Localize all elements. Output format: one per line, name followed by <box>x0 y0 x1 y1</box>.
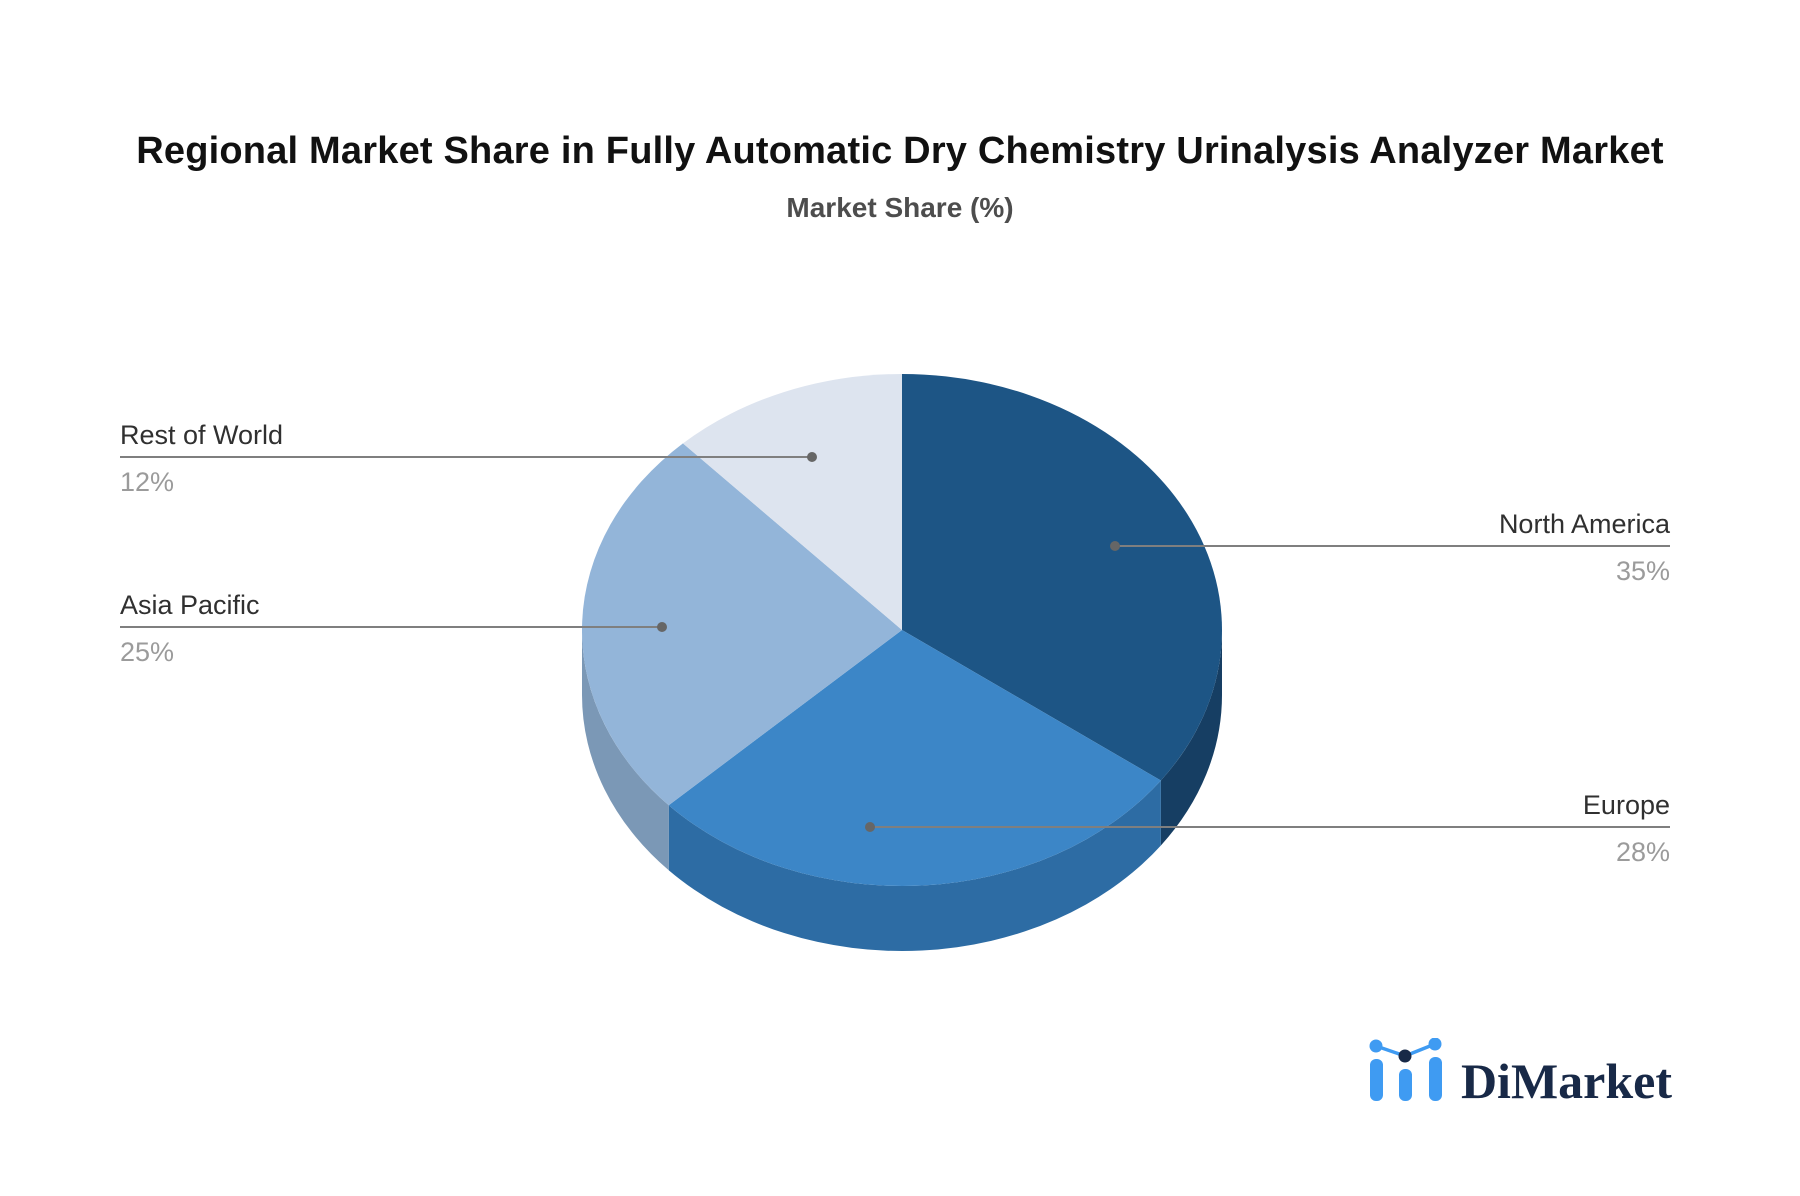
logo-dot-1 <box>1369 1039 1383 1053</box>
logo-dot-3 <box>1428 1038 1442 1051</box>
slice-label: Rest of World <box>120 420 284 450</box>
slice-value: 12% <box>120 467 175 497</box>
connector-dot-rest-of-world <box>807 452 817 462</box>
bar-chart-logo-icon <box>1369 1038 1442 1101</box>
pie-slice-side-europe <box>668 780 1161 952</box>
slice-label: Asia Pacific <box>120 590 260 620</box>
connector-dot-asia-pacific <box>657 622 667 632</box>
pie-slice-side-north-america <box>1160 630 1222 846</box>
pie-slice-side-asia-pacific <box>582 630 669 871</box>
pie-slice-europe[interactable] <box>668 630 1161 886</box>
slice-value: 28% <box>1615 837 1670 867</box>
logo-bar-1 <box>1369 1059 1383 1101</box>
pie-slice-rest-of-world[interactable] <box>682 374 902 630</box>
chart-subtitle: Market Share (%) <box>786 192 1014 223</box>
slice-label: North America <box>1498 509 1670 539</box>
pie-slice-asia-pacific[interactable] <box>582 443 902 806</box>
slice-label: Europe <box>1582 790 1670 820</box>
logo-bar-3 <box>1428 1057 1442 1101</box>
chart-title: Regional Market Share in Fully Automatic… <box>136 130 1664 172</box>
connector-dot-europe <box>865 822 875 832</box>
pie-slice-north-america[interactable] <box>902 374 1223 781</box>
logo-bar-2 <box>1398 1069 1412 1101</box>
slice-value: 25% <box>120 637 175 667</box>
slice-value: 35% <box>1615 556 1670 586</box>
logo-dot-2 <box>1398 1049 1412 1063</box>
connector-dot-north-america <box>1110 541 1120 551</box>
logo-text: DiMarket <box>1460 1053 1672 1109</box>
dimarket-logo[interactable]: DiMarket <box>1368 1038 1672 1109</box>
